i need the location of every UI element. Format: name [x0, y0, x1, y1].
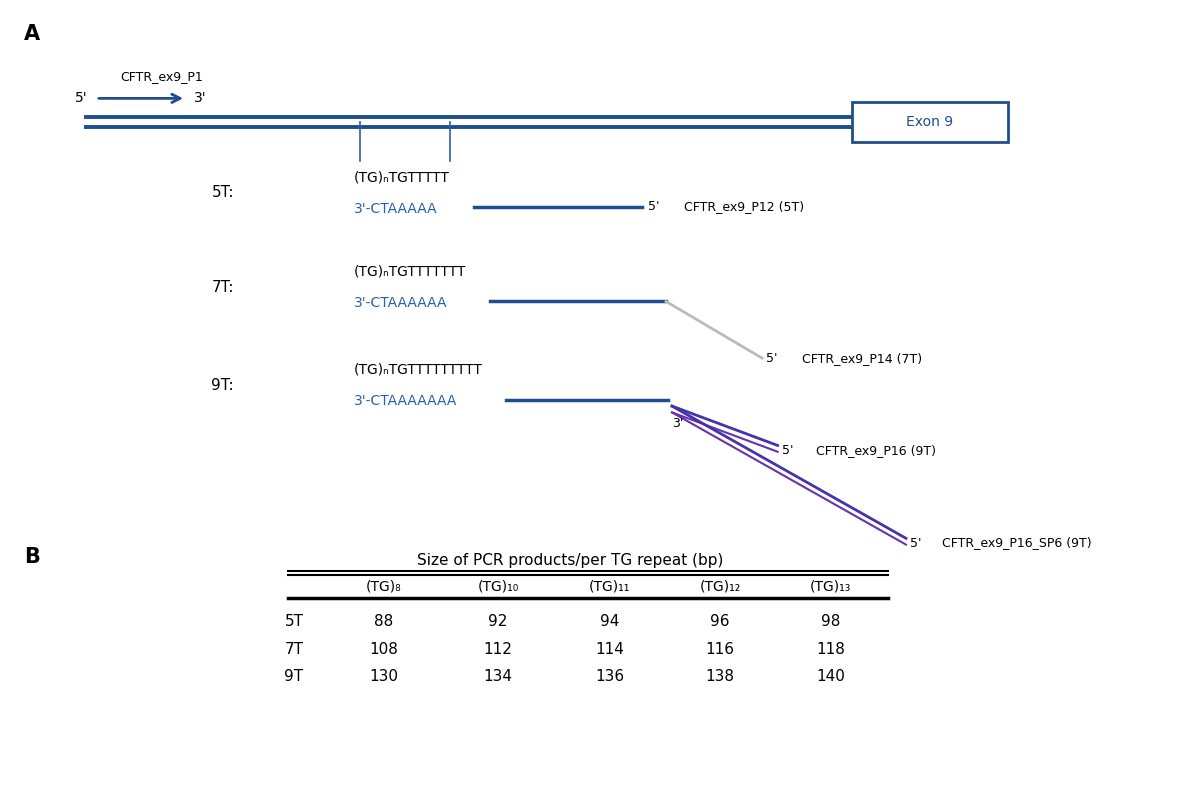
Text: 140: 140 [816, 669, 845, 685]
Text: 3'-CTAAAAAAA: 3'-CTAAAAAAA [354, 394, 457, 408]
Text: 7T:: 7T: [211, 279, 234, 295]
Text: (TG)ₙTGTTTTTTTTT: (TG)ₙTGTTTTTTTTT [354, 363, 482, 377]
Text: 5': 5' [74, 91, 88, 105]
Text: Exon 9: Exon 9 [906, 115, 954, 129]
Text: A: A [24, 24, 40, 43]
Text: 138: 138 [706, 669, 734, 685]
Text: 3': 3' [194, 91, 208, 105]
Text: CFTR_ex9_P14 (7T): CFTR_ex9_P14 (7T) [802, 352, 922, 364]
Text: 5': 5' [782, 444, 794, 456]
Text: 134: 134 [484, 669, 512, 685]
Text: 108: 108 [370, 641, 398, 657]
Text: 9T:: 9T: [211, 378, 234, 394]
Text: B: B [24, 547, 40, 567]
Text: 9T: 9T [284, 669, 304, 685]
Text: (TG)₁₀: (TG)₁₀ [478, 579, 518, 593]
Text: 5': 5' [648, 201, 660, 213]
Text: CFTR_ex9_P16 (9T): CFTR_ex9_P16 (9T) [816, 444, 936, 456]
Text: Size of PCR products/per TG repeat (bp): Size of PCR products/per TG repeat (bp) [416, 552, 724, 568]
Text: 114: 114 [595, 641, 624, 657]
Text: 5': 5' [766, 352, 778, 364]
Text: CFTR_ex9_P1: CFTR_ex9_P1 [120, 69, 203, 83]
Text: 118: 118 [816, 641, 845, 657]
Text: 5T:: 5T: [211, 185, 234, 201]
Text: 3'-CTAAAAAA: 3'-CTAAAAAA [354, 296, 448, 310]
Text: 98: 98 [821, 614, 840, 630]
Text: CFTR_ex9_P12 (5T): CFTR_ex9_P12 (5T) [684, 201, 804, 213]
Text: 92: 92 [488, 614, 508, 630]
Text: 130: 130 [370, 669, 398, 685]
Text: 7T: 7T [284, 641, 304, 657]
Text: (TG)₁₁: (TG)₁₁ [589, 579, 630, 593]
Text: (TG)ₙTGTTTTTTT: (TG)ₙTGTTTTTTT [354, 264, 467, 279]
Text: 136: 136 [595, 669, 624, 685]
Text: (TG)₈: (TG)₈ [366, 579, 402, 593]
Text: 88: 88 [374, 614, 394, 630]
Text: (TG)₁₃: (TG)₁₃ [810, 579, 851, 593]
Text: 5T: 5T [284, 614, 304, 630]
Text: 94: 94 [600, 614, 619, 630]
Text: 5': 5' [910, 537, 922, 549]
Text: 96: 96 [710, 614, 730, 630]
Text: 3': 3' [672, 417, 683, 430]
Text: (TG)ₙTGTTTTT: (TG)ₙTGTTTTT [354, 170, 450, 184]
Text: CFTR_ex9_P16_SP6 (9T): CFTR_ex9_P16_SP6 (9T) [942, 537, 1092, 549]
Bar [852, 102, 1008, 142]
Text: 3'-CTAAAAA: 3'-CTAAAAA [354, 201, 438, 216]
Text: 116: 116 [706, 641, 734, 657]
Text: 112: 112 [484, 641, 512, 657]
Text: (TG)₁₂: (TG)₁₂ [700, 579, 740, 593]
